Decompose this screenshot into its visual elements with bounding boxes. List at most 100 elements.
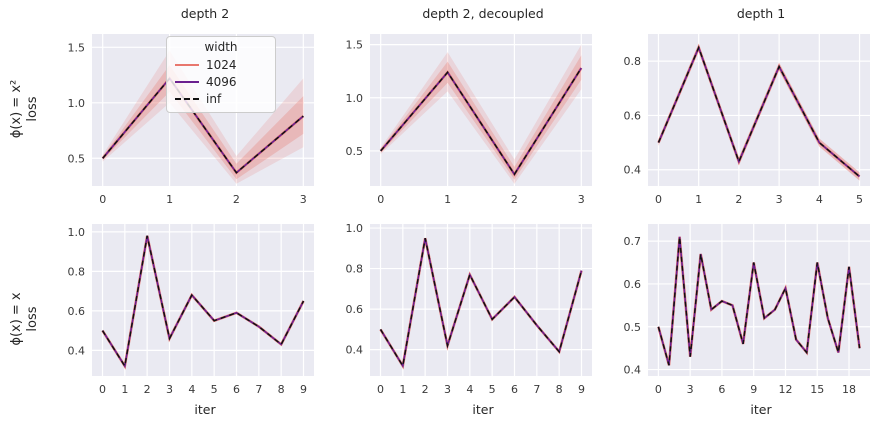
x-axis-label: iter <box>750 402 772 417</box>
chart-svg: 0.4 0.5 0.6 0.7 0 3 6 9 12 15 18 <box>624 224 870 396</box>
y-tick-label: 0.4 <box>68 344 86 357</box>
x-tick-label: 0 <box>655 383 662 396</box>
legend-line-sample-4096 <box>175 80 199 83</box>
y-tick-label: 1.0 <box>68 97 86 110</box>
y-tick-label: 1.0 <box>346 222 364 235</box>
x-tick-label: 5 <box>856 193 863 206</box>
row-label-text: ϕ(x) = x² loss <box>9 80 42 138</box>
legend: width 1024 4096 inf <box>166 36 276 113</box>
legend-title: width <box>204 40 238 54</box>
x-tick-label: 1 <box>444 193 451 206</box>
series-line-inf <box>657 236 861 366</box>
row-label-math: ϕ(x) = x² <box>8 79 24 139</box>
x-tick-label: 12 <box>778 383 792 396</box>
x-tick-label: 6 <box>233 383 240 396</box>
series-line-inf <box>657 45 860 178</box>
y-tick-label: 1.0 <box>346 92 364 105</box>
x-tick-label: 0 <box>377 193 384 206</box>
y-tick-label: 1.0 <box>68 226 86 239</box>
series-line-inf <box>380 67 582 176</box>
x-tick-label: 6 <box>511 383 518 396</box>
confidence-band <box>102 65 304 180</box>
y-tick-label: 0.4 <box>624 164 642 177</box>
x-tick-label: 15 <box>810 383 824 396</box>
x-tick-label: 0 <box>377 383 384 396</box>
chart-svg: 0.4 0.6 0.8 1.0 0 1 2 3 4 5 6 7 8 9 <box>346 222 592 396</box>
x-tick-label: 3 <box>166 383 173 396</box>
y-tick-label: 0.5 <box>68 152 86 165</box>
confidence-band <box>102 50 304 184</box>
y-tick-label: 0.5 <box>624 321 642 334</box>
series-line-inf <box>101 235 305 369</box>
legend-label-4096: 4096 <box>206 74 237 89</box>
y-tick-label: 0.6 <box>68 305 86 318</box>
plot-canvas-depth2-decoupled: 0.5 1.0 1.5 0 1 2 3 <box>330 26 602 212</box>
x-tick-label: 1 <box>166 193 173 206</box>
legend-entry-inf: inf <box>175 90 267 107</box>
x-tick-label: 9 <box>578 383 585 396</box>
x-tick-label: 0 <box>655 193 662 206</box>
y-tick-label: 0.4 <box>624 364 642 377</box>
x-tick-label: 2 <box>422 383 429 396</box>
y-tick-label: 0.4 <box>346 344 364 357</box>
x-tick-label: 3 <box>578 193 585 206</box>
subplot-depth2-decoupled: depth 2, decoupled 0.5 1.0 1.5 0 1 2 3 <box>328 6 606 212</box>
chart-svg: 0.4 0.6 0.8 1.0 0 1 2 3 4 5 6 7 8 9 <box>68 224 314 396</box>
x-tick-label: 4 <box>816 193 823 206</box>
x-tick-label: 0 <box>99 193 106 206</box>
x-tick-label: 9 <box>300 383 307 396</box>
x-tick-label: 8 <box>556 383 563 396</box>
plot-title-depth2: depth 2 <box>180 6 230 21</box>
plot-canvas-depth2-bottom: 0.4 0.6 0.8 1.0 0 1 2 3 4 5 6 7 8 9 <box>52 216 324 402</box>
plot-canvas-depth1-bottom: 0.4 0.5 0.6 0.7 0 3 6 9 12 15 18 <box>608 216 880 402</box>
y-tick-label: 0.8 <box>346 263 364 276</box>
subplot-depth1: depth 1 0.4 0.6 0.8 0 1 2 3 4 5 <box>606 6 884 212</box>
chart-svg: 0.5 1.0 1.5 0 1 2 3 <box>346 34 592 206</box>
x-tick-label: 18 <box>842 383 856 396</box>
row-label-phi-x-squared: ϕ(x) = x² loss <box>0 6 50 212</box>
figure-row-top: ϕ(x) = x² loss depth 2 0.5 1.0 1.5 0 1 2 3 wid… <box>0 6 888 212</box>
x-tick-label: 7 <box>255 383 262 396</box>
legend-line-sample-1024 <box>175 63 199 66</box>
x-tick-label: 6 <box>718 383 725 396</box>
y-tick-label: 0.7 <box>624 235 642 248</box>
plot-background <box>370 224 592 376</box>
x-tick-label: 3 <box>300 193 307 206</box>
x-tick-label: 5 <box>489 383 496 396</box>
x-tick-label: 8 <box>278 383 285 396</box>
row-label-phi-x: ϕ(x) = x loss <box>0 216 50 422</box>
x-tick-label: 3 <box>776 193 783 206</box>
x-axis-label: iter <box>472 402 494 417</box>
x-tick-label: 1 <box>399 383 406 396</box>
x-tick-label: 3 <box>444 383 451 396</box>
y-tick-label: 0.8 <box>624 55 642 68</box>
x-tick-label: 5 <box>211 383 218 396</box>
x-tick-label: 9 <box>750 383 757 396</box>
figure-row-bottom: ϕ(x) = x loss 0.4 0.6 0.8 1.0 0 1 2 3 4 5 6 7 8 9 ite… <box>0 216 888 422</box>
x-tick-label: 3 <box>687 383 694 396</box>
y-tick-label: 1.5 <box>346 39 364 52</box>
y-tick-label: 0.8 <box>68 265 86 278</box>
series-line-inf <box>379 238 583 368</box>
x-tick-label: 4 <box>188 383 195 396</box>
legend-label-1024: 1024 <box>206 57 237 72</box>
row-label-sub: loss <box>25 306 40 332</box>
y-tick-label: 0.6 <box>624 278 642 291</box>
subplot-depth2-decoupled-bottom: 0.4 0.6 0.8 1.0 0 1 2 3 4 5 6 7 8 9 iter <box>328 216 606 422</box>
subplot-depth2: depth 2 0.5 1.0 1.5 0 1 2 3 width 1024 4096 in… <box>50 6 328 212</box>
row-label-sub: loss <box>25 96 40 122</box>
plot-title-depth1: depth 1 <box>736 6 786 21</box>
x-tick-label: 7 <box>533 383 540 396</box>
row-label-text: ϕ(x) = x loss <box>9 292 42 345</box>
x-tick-label: 2 <box>233 193 240 206</box>
x-tick-label: 4 <box>466 383 473 396</box>
chart-svg: 0.4 0.6 0.8 0 1 2 3 4 5 <box>624 34 870 206</box>
x-tick-label: 1 <box>121 383 128 396</box>
x-tick-label: 2 <box>511 193 518 206</box>
plot-background <box>648 34 870 186</box>
series-line-inf <box>102 77 304 174</box>
legend-label-inf: inf <box>206 91 222 106</box>
x-tick-label: 1 <box>695 193 702 206</box>
y-tick-label: 1.5 <box>68 41 86 54</box>
